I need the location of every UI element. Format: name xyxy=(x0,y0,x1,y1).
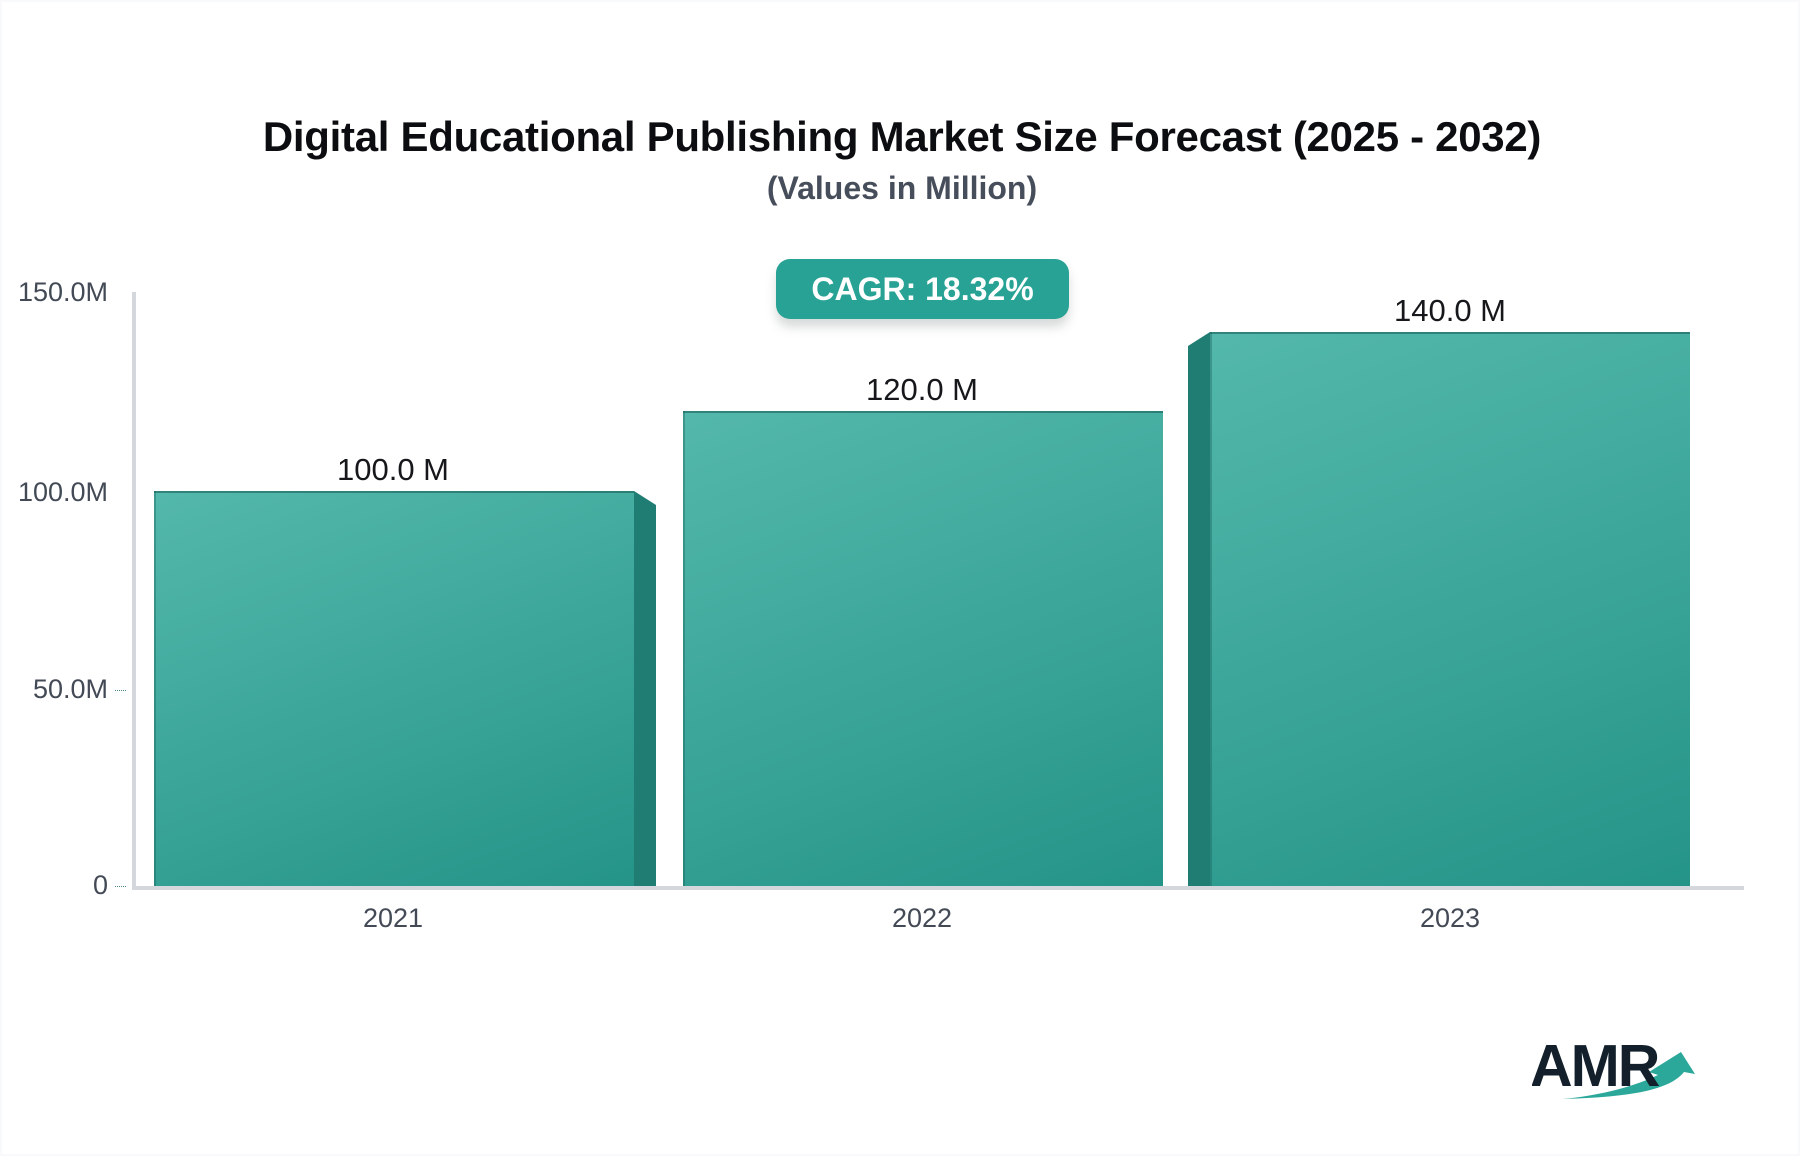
svg-text:AMR: AMR xyxy=(1532,1033,1660,1099)
